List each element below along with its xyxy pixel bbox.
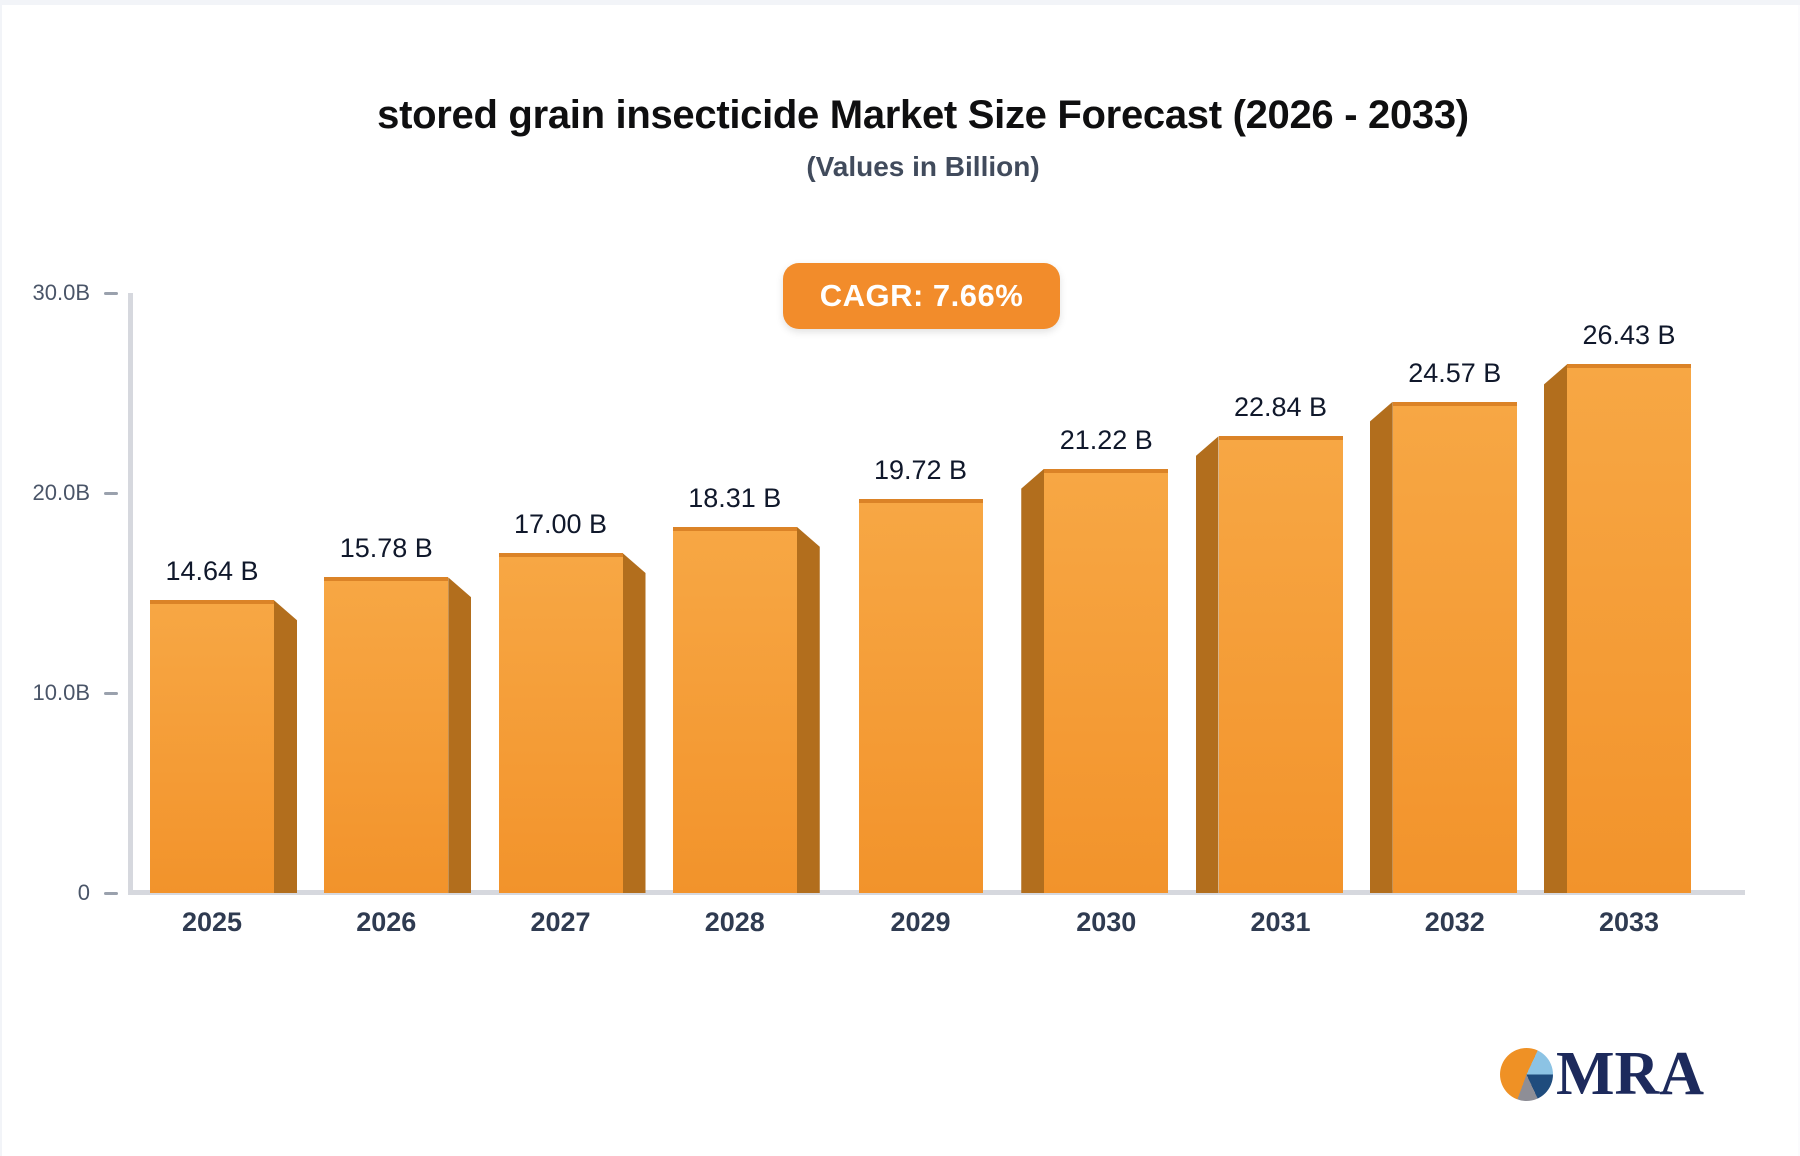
bar-2027[interactable] <box>498 553 623 893</box>
bar-value-label: 19.72 B <box>873 454 968 485</box>
y-axis-tick-label: 20.0B <box>32 480 91 505</box>
page-edge-left <box>0 5 2 1156</box>
cagr-badge: CAGR: 7.66% <box>783 263 1060 329</box>
bar-value-label: 15.78 B <box>339 533 433 564</box>
y-axis-tick-mark <box>104 291 118 295</box>
bar-value-label: 21.22 B <box>1059 424 1153 455</box>
bar-2031[interactable] <box>1218 436 1343 893</box>
x-axis-tick-label: 2027 <box>530 907 591 937</box>
page-title: stored grain insecticide Market Size For… <box>377 93 1469 137</box>
x-axis-tick-label: 2033 <box>1598 907 1660 937</box>
bar-3d-side-2032 <box>1369 401 1393 893</box>
bar-2029[interactable] <box>858 498 983 893</box>
bar-2026[interactable] <box>324 577 449 893</box>
x-axis-tick-label: 2031 <box>1250 907 1311 937</box>
brand-logo-text: MRA <box>1556 1040 1705 1108</box>
bar-3d-side-2025 <box>274 600 297 893</box>
bar-2032[interactable] <box>1392 401 1517 893</box>
x-axis-tick-label: 2032 <box>1424 907 1485 937</box>
x-axis-tick-label: 2029 <box>890 907 951 937</box>
y-axis-tick-label: 10.0B <box>32 680 91 705</box>
y-axis-line <box>128 293 133 893</box>
bar-3d-side-2031 <box>1195 436 1219 893</box>
page-edge-right <box>1798 5 1800 1156</box>
bar-2030[interactable] <box>1044 468 1169 893</box>
x-axis-tick-label: 2030 <box>1076 907 1137 937</box>
bar-2025[interactable] <box>150 600 274 893</box>
bar-3d-side-2028 <box>796 526 820 893</box>
brand-logo: MRA <box>1500 1041 1704 1107</box>
bar-value-label: 26.43 B <box>1582 320 1676 351</box>
x-axis-tick-label: 2026 <box>356 907 417 937</box>
y-axis-tick-mark <box>104 891 118 895</box>
bar-value-label: 18.31 B <box>688 482 782 513</box>
y-axis-tick-mark <box>104 691 118 695</box>
bar-3d-side-2027 <box>622 553 646 893</box>
bar-value-label: 17.00 B <box>513 509 608 539</box>
x-axis-tick-label: 2028 <box>704 907 765 937</box>
bar-2028[interactable] <box>672 526 797 893</box>
y-axis-tick-label: 30.0B <box>32 280 91 305</box>
bar-value-label: 24.57 B <box>1408 357 1502 388</box>
bar-3d-side-2026 <box>448 577 472 893</box>
bar-value-label: 14.64 B <box>165 556 259 587</box>
pie-chart-logo-icon <box>1500 1047 1553 1101</box>
bar-value-label: 22.84 B <box>1233 392 1328 423</box>
bar-3d-side-2033 <box>1544 364 1567 893</box>
x-axis-tick-label: 2025 <box>181 907 243 937</box>
chart-subtitle: (Values in Billion) <box>806 151 1040 182</box>
y-axis-tick-mark <box>104 491 118 495</box>
bar-2033[interactable] <box>1567 364 1691 893</box>
bar-3d-side-2030 <box>1021 468 1045 893</box>
y-axis-tick-label: 0 <box>77 880 90 905</box>
